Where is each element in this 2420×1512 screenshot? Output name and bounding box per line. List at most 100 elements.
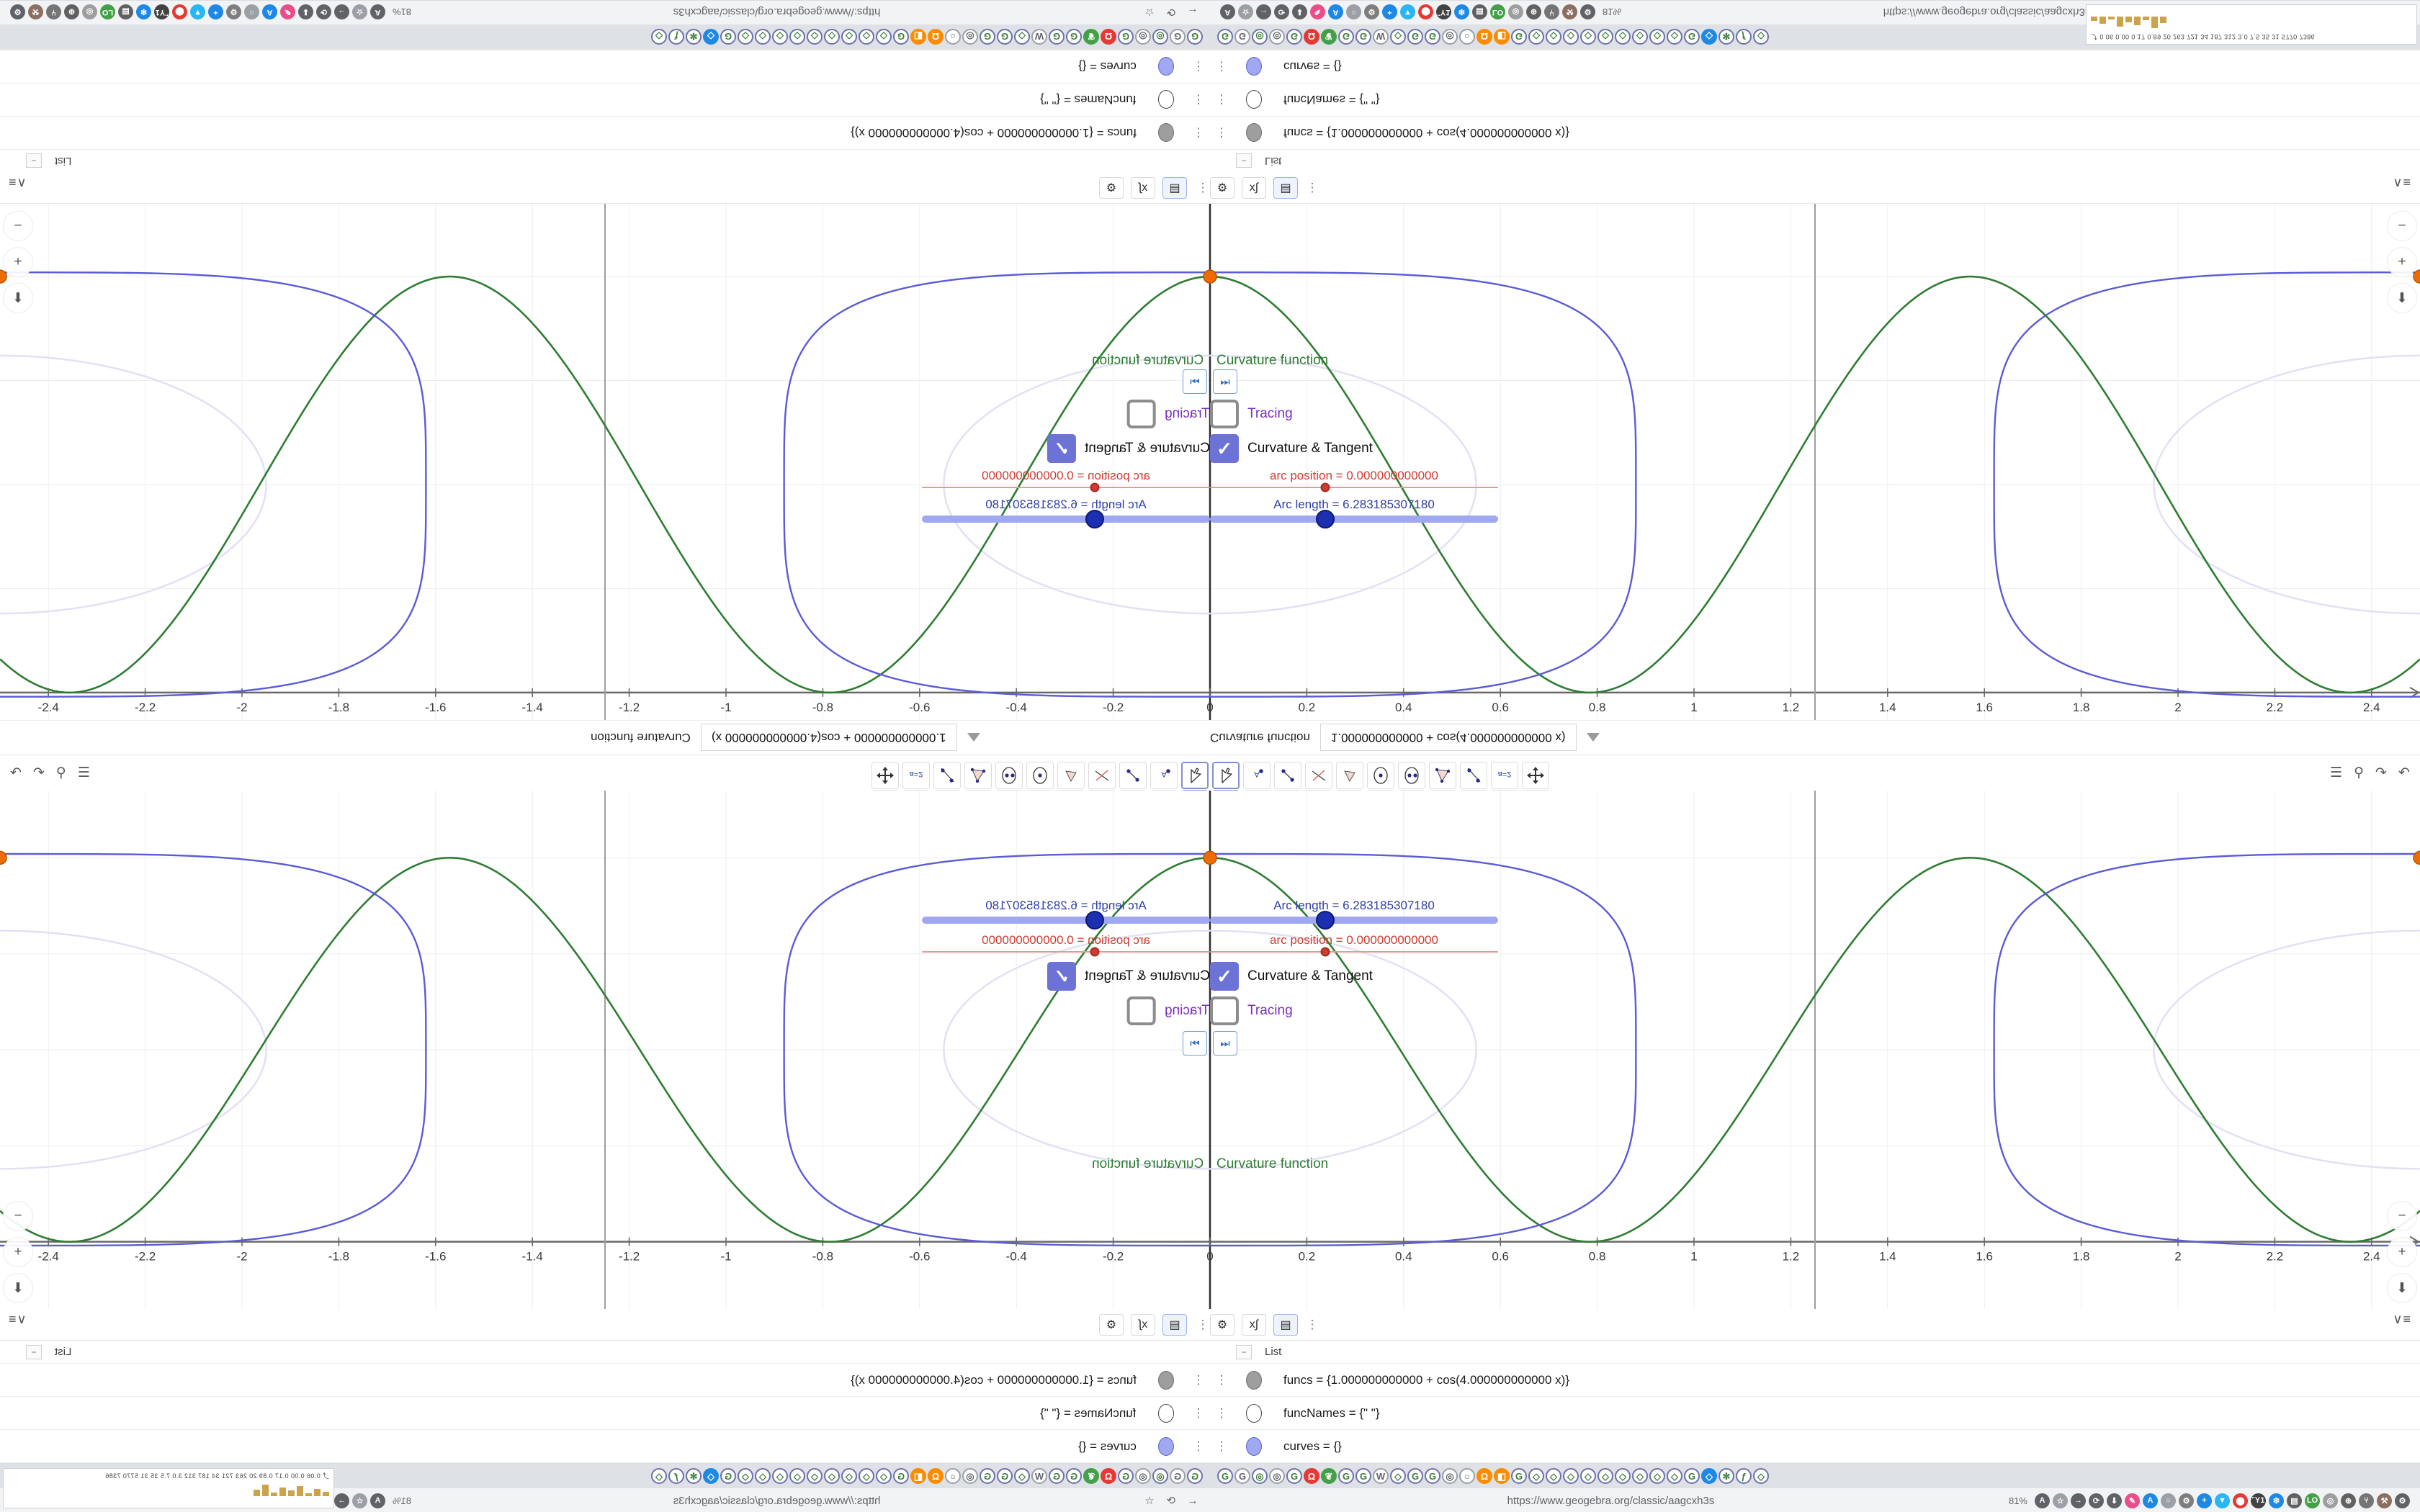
home-button[interactable]: ⬇: [2387, 1273, 2417, 1303]
formula-field-b[interactable]: 1.000000000000 + cos(4.000000000000 x): [1319, 724, 1577, 752]
browser-tab[interactable]: ◇: [1649, 29, 1665, 45]
browser-tab[interactable]: G: [997, 29, 1013, 45]
graphics-view-bottom[interactable]: -2.4 -2.2 -2 -1.8 -1.6 -1.4 -1.2 -1 -0.8 -0.6 -0.4…: [0, 791, 2420, 1309]
browser-tab[interactable]: ○: [945, 29, 961, 45]
browser-tab[interactable]: ◇: [859, 1468, 874, 1484]
zoom-level-indicator-2[interactable]: 81%: [1603, 6, 1622, 18]
tracing-row[interactable]: Tracing Tracing: [1127, 400, 1293, 428]
row-menu-icon-2[interactable]: ⋮: [1215, 1439, 1229, 1453]
browser-tab[interactable]: ◇: [876, 29, 892, 45]
browser-tab[interactable]: ◇: [651, 29, 667, 45]
arc-length-slider[interactable]: Arc length = 6.283185307180: [1210, 899, 1498, 930]
browser-tab[interactable]: ƒ: [1736, 1468, 1752, 1484]
tracing-checkbox-box-mirror[interactable]: [1127, 996, 1157, 1025]
browser-tab[interactable]: ƒ: [1736, 29, 1752, 45]
arc-length-mirror-slider[interactable]: Arc length = 6.283185307180: [922, 899, 1210, 930]
browser-tab[interactable]: G: [997, 1468, 1013, 1484]
style-bar-group[interactable]: ⋮ ▤ x∫ ⚙: [619, 1313, 1210, 1336]
browser-extension-icon[interactable]: ⚙: [1580, 4, 1595, 20]
collapse-box[interactable]: −: [26, 1344, 42, 1359]
browser-tab[interactable]: ◇: [703, 1468, 719, 1484]
table-layout[interactable]: ▤: [1162, 1313, 1187, 1336]
ellipse-3pt[interactable]: [995, 762, 1023, 789]
algebra-row-funcs[interactable]: funcs = {1.000000000000 + cos(4.00000000…: [0, 1364, 2420, 1397]
browser-tab[interactable]: ◧: [1494, 29, 1510, 45]
curvature-tangent-checkbox-box-mirror[interactable]: ✓: [1047, 434, 1077, 463]
arc-position-mirror-knob[interactable]: [1090, 482, 1100, 492]
browser-tab[interactable]: ✻: [686, 29, 702, 45]
browser-tab[interactable]: ◎: [1152, 1468, 1168, 1484]
point-tool[interactable]: [1459, 762, 1487, 789]
browser-tab[interactable]: ◇: [1563, 29, 1579, 45]
extension-tray-bottom-right[interactable]: A ☆ → ⟳ ⬇ ✎ A ○ ⚙ + ▼ ⬤ Ὕ1 ❇ ▤ LO ◎ ⊕ ⑂ ⚒ ⚙: [2035, 1493, 2410, 1508]
browser-tab[interactable]: G: [1170, 29, 1186, 45]
table-layout[interactable]: ▤: [1273, 176, 1298, 199]
segment-tool[interactable]: [1119, 762, 1147, 789]
browser-extension-icon[interactable]: ⬤: [172, 4, 187, 20]
row-menu-icon-2[interactable]: ⋮: [1215, 1372, 1229, 1387]
visibility-marble-2[interactable]: [1246, 1403, 1262, 1423]
row-menu-icon[interactable]: ⋮: [1191, 1405, 1205, 1420]
browser-tab[interactable]: ◇: [1597, 29, 1613, 45]
browser-extension-icon[interactable]: ○: [1346, 4, 1361, 20]
extension-tray-left[interactable]: A ☆ → ⟳ ⬇ ✎ A ○ ⚙ + ▼ ⬤ Ὕ1 ❇ ▤ LO ◎ ⊕ ⑂ ⚒ ⚙: [10, 4, 385, 20]
nav-prev-button[interactable]: ⏮: [1183, 1031, 1207, 1056]
overflow-menu-icon[interactable]: ⋮: [1195, 1317, 1209, 1331]
browser-tab[interactable]: Ω: [1476, 29, 1492, 45]
browser-extension-icon[interactable]: ⟳: [316, 4, 331, 20]
table-layout[interactable]: ▤: [1162, 176, 1187, 199]
home-button[interactable]: ⬇: [3, 1273, 33, 1303]
browser-extension-icon[interactable]: A: [370, 4, 385, 20]
browser-tab[interactable]: ○: [1459, 29, 1475, 45]
arc-length-mirror-track[interactable]: [922, 510, 1210, 528]
arc-length-mirror-track[interactable]: [922, 911, 1210, 930]
polygon-tool-2[interactable]: [1335, 762, 1363, 789]
overflow-menu-icon-2[interactable]: ⋮: [1306, 180, 1320, 194]
browser-tab[interactable]: G: [1338, 29, 1354, 45]
collapse-triangle-a[interactable]: [967, 733, 980, 742]
browser-extension-icon[interactable]: Ὕ1: [1436, 4, 1451, 20]
arc-position-mirror-slider[interactable]: arc position = 0.000000000000: [922, 933, 1210, 957]
arc-position-track[interactable]: [1210, 947, 1498, 957]
style-bar-group[interactable]: ⚙ x∫ ▤ ⋮: [1210, 176, 1801, 199]
tab-strip-left[interactable]: G G ◎ ◎ G Ω ❦ G G W ◇ G G ◎ ○ Ω ◧ G ◇ ◇ ◇ ◇ ◇ ◇ ◇ ◇ ◇ G ◇ ✻ ƒ ◇: [0, 24, 1210, 49]
curvature-tangent-row[interactable]: Curvature & Tangent ✓ ✓ Curvature & Tangent: [1047, 434, 1373, 463]
browser-extension-icon[interactable]: ▼: [190, 4, 205, 20]
zoom-in-button[interactable]: +: [3, 1237, 33, 1267]
row-menu-icon[interactable]: ⋮: [1191, 60, 1205, 74]
text-tool[interactable]: A: [1242, 762, 1270, 789]
browser-extension-icon[interactable]: ▤: [2287, 1493, 2302, 1508]
browser-tab[interactable]: G: [1286, 29, 1302, 45]
browser-extension-icon[interactable]: A: [1220, 4, 1235, 20]
arc-length-track[interactable]: [1210, 510, 1498, 528]
settings-gear[interactable]: ⚙: [1099, 1313, 1124, 1336]
function-tool[interactable]: x∫: [1131, 1313, 1155, 1336]
browser-extension-icon[interactable]: LO: [100, 4, 115, 20]
browser-extension-icon[interactable]: ☆: [1238, 4, 1253, 20]
bookmark-icon[interactable]: ☆: [1144, 6, 1155, 18]
browser-tab[interactable]: ◇: [1753, 1468, 1769, 1484]
visibility-marble[interactable]: [1158, 1370, 1174, 1390]
table-layout[interactable]: ▤: [1273, 1313, 1298, 1336]
intersect-tool[interactable]: [1088, 762, 1116, 789]
browser-tab[interactable]: ◇: [1563, 1468, 1579, 1484]
browser-tab[interactable]: ◇: [738, 29, 753, 45]
browser-tab[interactable]: G: [980, 29, 995, 45]
browser-tab[interactable]: ◇: [755, 1468, 771, 1484]
browser-tab[interactable]: ◇: [1546, 1468, 1561, 1484]
address-bar-url-4[interactable]: https://www.geogebra.org/classic/aagcxh3…: [1507, 1494, 1715, 1507]
browser-tab[interactable]: ◇: [1649, 1468, 1665, 1484]
back-icon-3[interactable]: ←: [1187, 1494, 1198, 1507]
browser-tab[interactable]: ◎: [1442, 29, 1458, 45]
browser-tab[interactable]: ◇: [789, 29, 805, 45]
browser-extension-icon[interactable]: ⚙: [10, 4, 25, 20]
browser-extension-icon[interactable]: A: [262, 4, 277, 20]
browser-extension-icon[interactable]: ⬤: [1418, 4, 1433, 20]
browser-extension-icon[interactable]: LO: [1490, 4, 1505, 20]
input-bar-mirrored[interactable]: 1.000000000000 + cos(4.000000000000 x) C…: [0, 720, 2420, 755]
browser-tab[interactable]: ◧: [910, 29, 926, 45]
browser-tab[interactable]: ◇: [1667, 29, 1682, 45]
tracing-checkbox-box[interactable]: [1210, 400, 1239, 428]
arc-length-mirror-knob[interactable]: [1085, 510, 1104, 528]
browser-extension-icon[interactable]: ☆: [352, 4, 367, 20]
